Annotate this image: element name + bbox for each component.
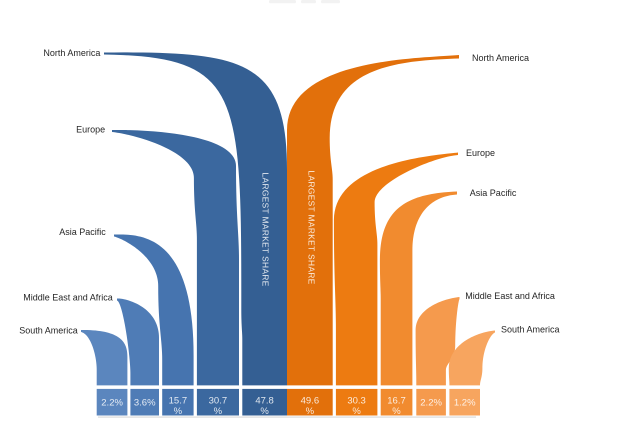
svg-text:%: % bbox=[392, 406, 401, 417]
svg-text:LARGEST MARKET SHARE: LARGEST MARKET SHARE bbox=[261, 173, 271, 287]
svg-text:49.6: 49.6 bbox=[301, 396, 320, 407]
svg-text:North America: North America bbox=[43, 48, 100, 58]
svg-text:LARGEST MARKET SHARE: LARGEST MARKET SHARE bbox=[307, 171, 317, 285]
svg-text:%: % bbox=[306, 406, 315, 417]
svg-text:North America: North America bbox=[472, 53, 529, 63]
svg-text:3.6%: 3.6% bbox=[134, 398, 156, 409]
svg-text:30.3: 30.3 bbox=[347, 396, 366, 407]
svg-text:30.7: 30.7 bbox=[209, 396, 228, 407]
svg-text:15.7: 15.7 bbox=[169, 396, 188, 407]
svg-text:Asia Pacific: Asia Pacific bbox=[59, 227, 106, 237]
svg-text:South America: South America bbox=[501, 325, 560, 335]
svg-text:Europe: Europe bbox=[76, 124, 105, 134]
svg-text:47.8: 47.8 bbox=[255, 396, 274, 407]
svg-text:%: % bbox=[260, 406, 269, 417]
svg-text:Asia Pacific: Asia Pacific bbox=[470, 188, 517, 198]
svg-text:2.2%: 2.2% bbox=[101, 398, 123, 409]
svg-text:Middle East and Africa: Middle East and Africa bbox=[23, 292, 113, 302]
svg-text:%: % bbox=[352, 406, 361, 417]
svg-text:Europe: Europe bbox=[466, 148, 495, 158]
svg-text:1.2%: 1.2% bbox=[454, 398, 476, 409]
svg-text:2.2%: 2.2% bbox=[420, 398, 442, 409]
svg-text:%: % bbox=[174, 406, 183, 417]
svg-text:16.7: 16.7 bbox=[387, 396, 406, 407]
svg-text:%: % bbox=[214, 406, 223, 417]
svg-text:Middle East and Africa: Middle East and Africa bbox=[465, 291, 555, 301]
svg-text:South America: South America bbox=[19, 325, 78, 335]
